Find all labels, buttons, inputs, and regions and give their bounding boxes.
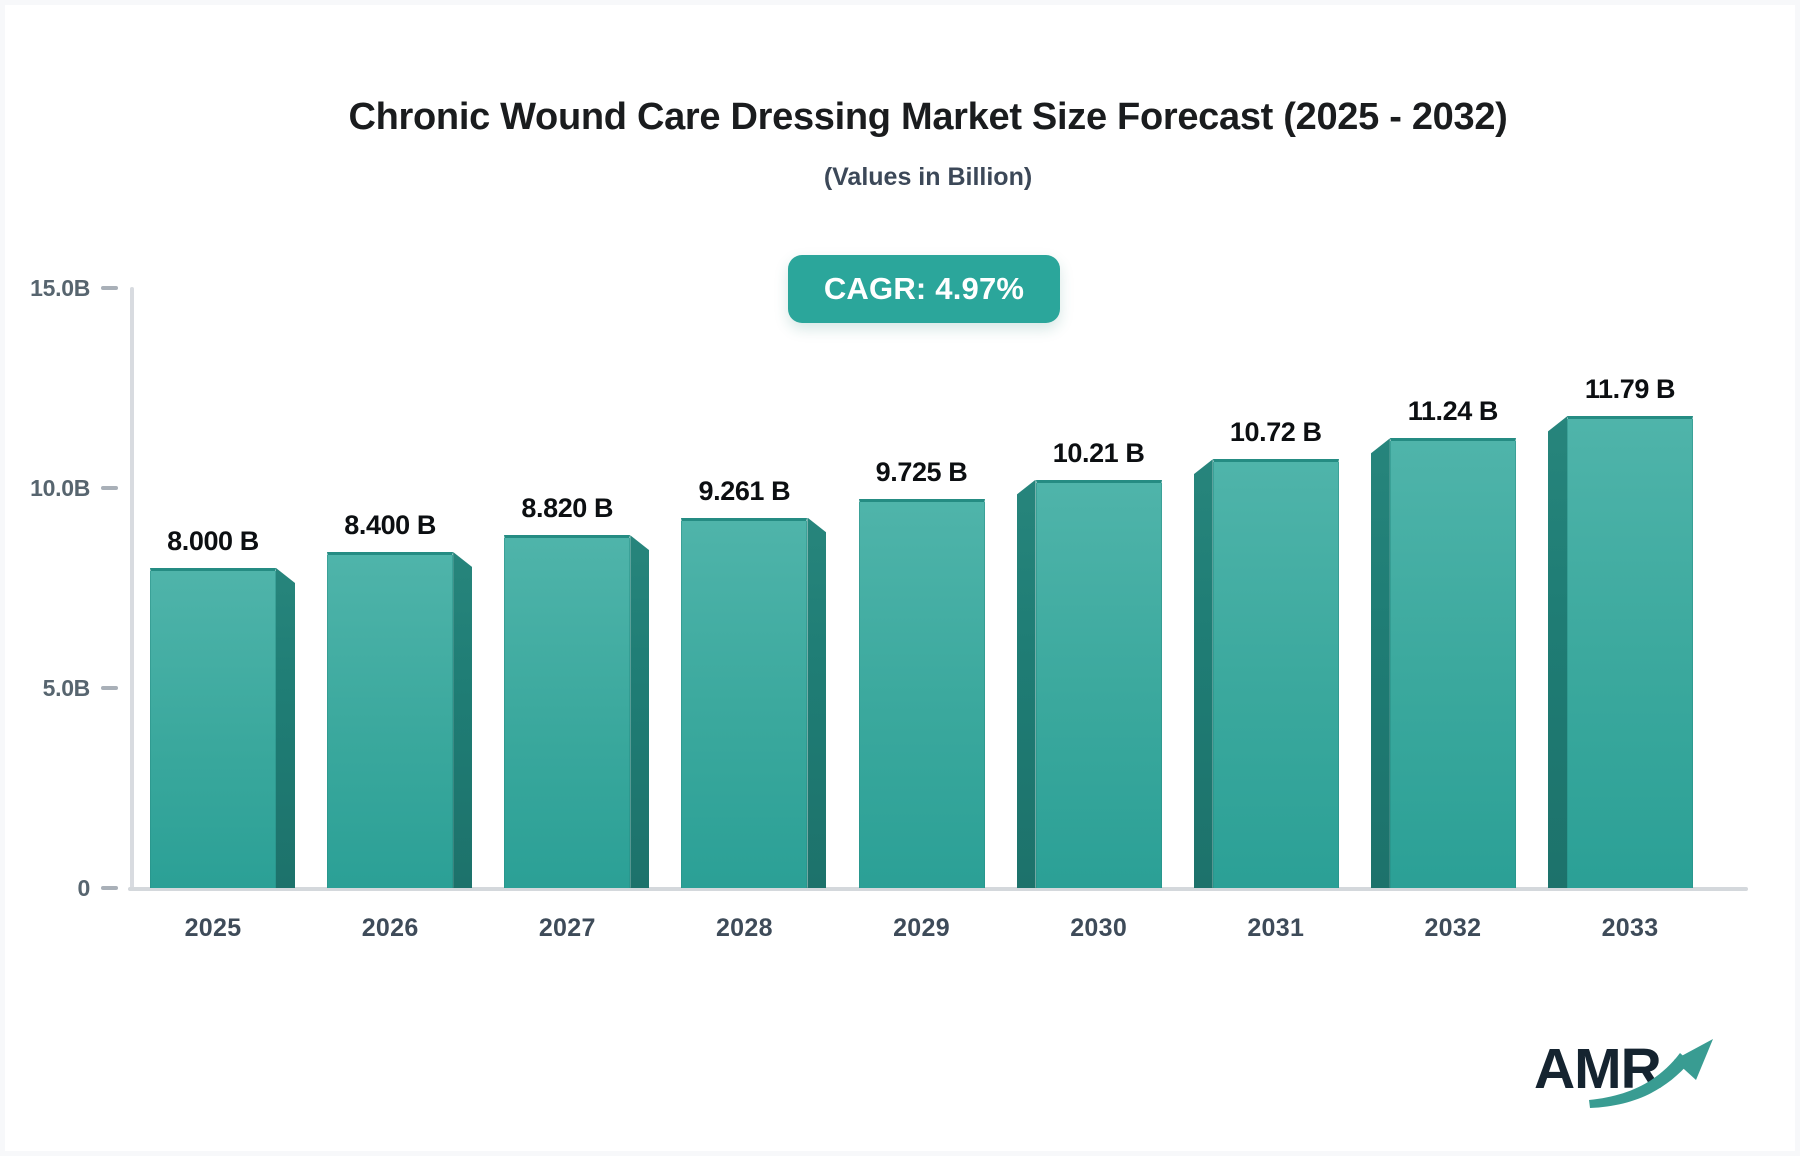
bar-value-label: 8.000 B — [167, 526, 259, 556]
x-axis-label: 2025 — [184, 914, 242, 942]
bar-value-label: 10.21 B — [1052, 437, 1145, 468]
bar-3d-side — [1548, 416, 1567, 888]
bar-3d-side — [453, 552, 473, 888]
x-axis-line — [128, 887, 1748, 891]
bar-3d-side — [1193, 459, 1213, 888]
y-tick-label: 5.0B — [42, 675, 91, 701]
y-tick-mark — [101, 886, 118, 890]
y-tick-mark — [101, 286, 118, 290]
y-tick-mark — [101, 686, 118, 690]
x-axis-label: 2029 — [893, 914, 950, 942]
bar-value-label: 9.261 B — [698, 475, 791, 506]
bar-value-label: 11.24 B — [1407, 396, 1499, 427]
bar-3d-side — [630, 535, 650, 888]
bar-value-label: 8.820 B — [521, 493, 614, 524]
bar-2029 — [858, 499, 985, 888]
cagr-badge: CAGR: 4.97% — [788, 255, 1060, 323]
bar-2030 — [1035, 479, 1162, 888]
bar-2031 — [1212, 459, 1339, 888]
y-tick-label: 10.0B — [30, 475, 90, 501]
bar-value-label: 9.725 B — [875, 457, 968, 487]
x-axis-label: 2027 — [538, 914, 596, 942]
x-axis-label: 2030 — [1070, 914, 1128, 942]
bar-value-label: 8.400 B — [344, 510, 437, 540]
y-tick-label: 15.0B — [30, 275, 90, 301]
bar-2028 — [681, 517, 808, 888]
growth-arrow-icon — [1589, 1039, 1713, 1108]
x-axis-label: 2026 — [361, 914, 419, 942]
y-tick-label: 0 — [77, 875, 91, 901]
x-axis-label: 2031 — [1247, 914, 1305, 942]
chart-title: Chronic Wound Care Dressing Market Size … — [348, 96, 1508, 138]
bar-2032 — [1389, 438, 1516, 888]
bar-value-label: 10.72 B — [1229, 417, 1322, 448]
chart-subtitle: (Values in Billion) — [823, 163, 1033, 191]
bar-2026 — [327, 552, 454, 888]
bar-3d-side — [1370, 438, 1390, 888]
x-axis-label: 2028 — [715, 914, 773, 942]
bar-3d-side — [807, 517, 827, 888]
bar-2027 — [504, 535, 631, 888]
x-axis-label: 2033 — [1601, 914, 1659, 942]
bar-3d-side — [276, 568, 295, 888]
amr-logo: AMR — [1528, 1030, 1728, 1110]
bar-value-label: 11.79 B — [1584, 374, 1676, 405]
y-axis-line — [130, 287, 134, 891]
bar-2033 — [1567, 416, 1693, 888]
x-axis-label: 2032 — [1424, 914, 1482, 942]
bar-3d-side — [1016, 479, 1036, 888]
bar-2025 — [150, 568, 276, 888]
y-tick-mark — [101, 486, 118, 490]
